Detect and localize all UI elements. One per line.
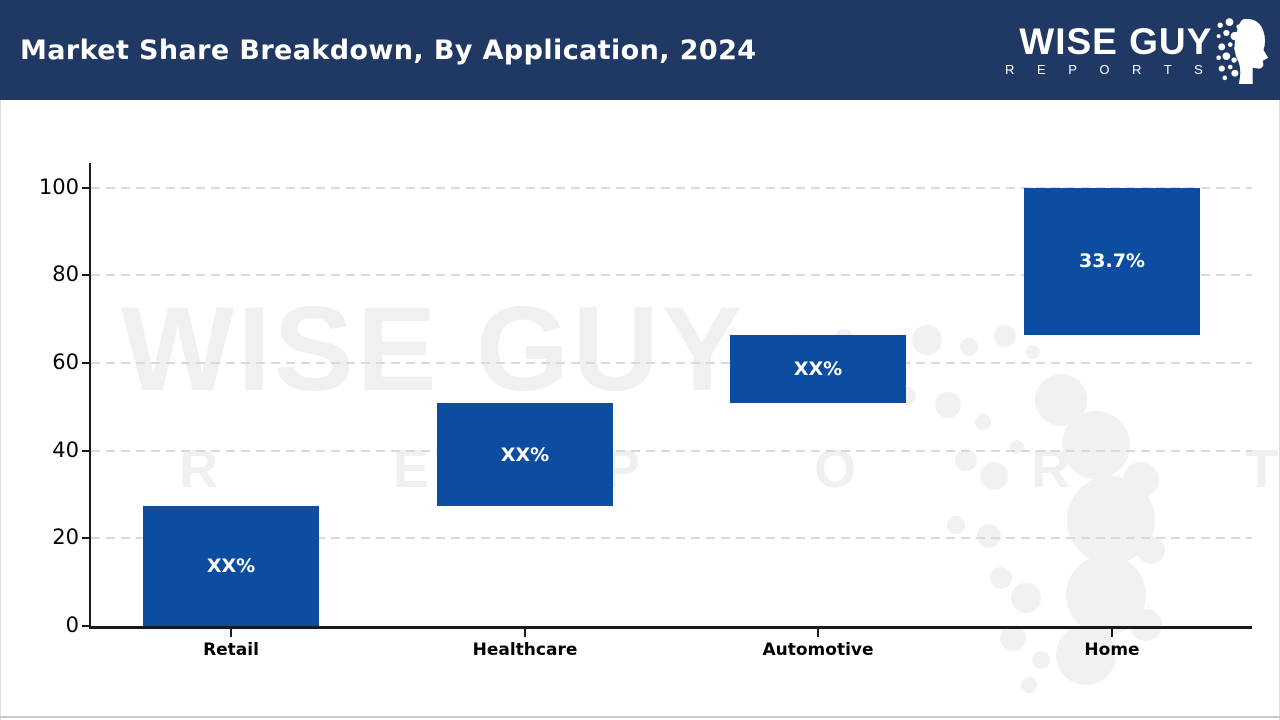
bar-automotive: XX% [730,335,906,404]
y-tick-label: 40 [52,437,79,462]
chart-canvas: WISE GUY R E P O R T S 020406080100XX%Re… [0,100,1280,720]
x-category-label: Home [1084,640,1140,660]
x-tick-mark [1111,629,1113,637]
bar-value-label: 33.7% [1079,250,1145,273]
footer-rule [0,716,1280,718]
gridline-y80 [91,274,1252,277]
page-title: Market Share Breakdown, By Application, … [20,34,757,66]
watermark-brand-text: WISE GUY [121,282,746,416]
y-tick-mark [82,537,90,540]
y-tick-label: 100 [38,174,79,199]
brand-logo: WISE GUY R E P O R T S [1005,0,1270,100]
y-tick-mark [82,274,90,277]
y-tick-label: 0 [65,613,79,637]
bar-retail: XX% [143,506,319,626]
x-category-label: Retail [203,640,259,660]
y-tick-label: 20 [52,525,79,550]
y-axis-line [89,163,91,628]
header-band: Market Share Breakdown, By Application, … [0,0,1280,100]
brand-subname: R E P O R T S [1005,61,1213,77]
dotted-head-icon [1216,18,1269,85]
x-category-label: Healthcare [472,640,578,660]
bar-value-label: XX% [793,358,843,381]
x-tick-mark [817,629,819,637]
y-tick-mark [82,361,90,364]
y-tick-mark [82,625,90,627]
gridline-y60 [91,361,1252,364]
x-category-label: Automotive [762,640,874,660]
gridline-y20 [91,537,1252,540]
y-tick-label: 60 [52,349,79,374]
x-tick-mark [524,629,526,637]
brand-name: WISE GUY [1019,20,1213,62]
brand-logo-text: WISE GUY R E P O R T S [1005,20,1213,77]
bar-value-label: XX% [206,555,256,578]
bar-home: 33.7% [1024,187,1200,336]
y-tick-mark [82,449,90,452]
x-tick-mark [230,629,232,637]
gridline-y100 [91,186,1252,189]
gridline-y40 [91,449,1252,452]
y-tick-label: 80 [52,262,79,287]
x-axis-line [89,626,1252,629]
y-tick-mark [82,186,90,189]
bar-value-label: XX% [500,443,550,466]
bar-healthcare: XX% [437,403,613,507]
watermark-dots-graphic [785,325,1165,693]
